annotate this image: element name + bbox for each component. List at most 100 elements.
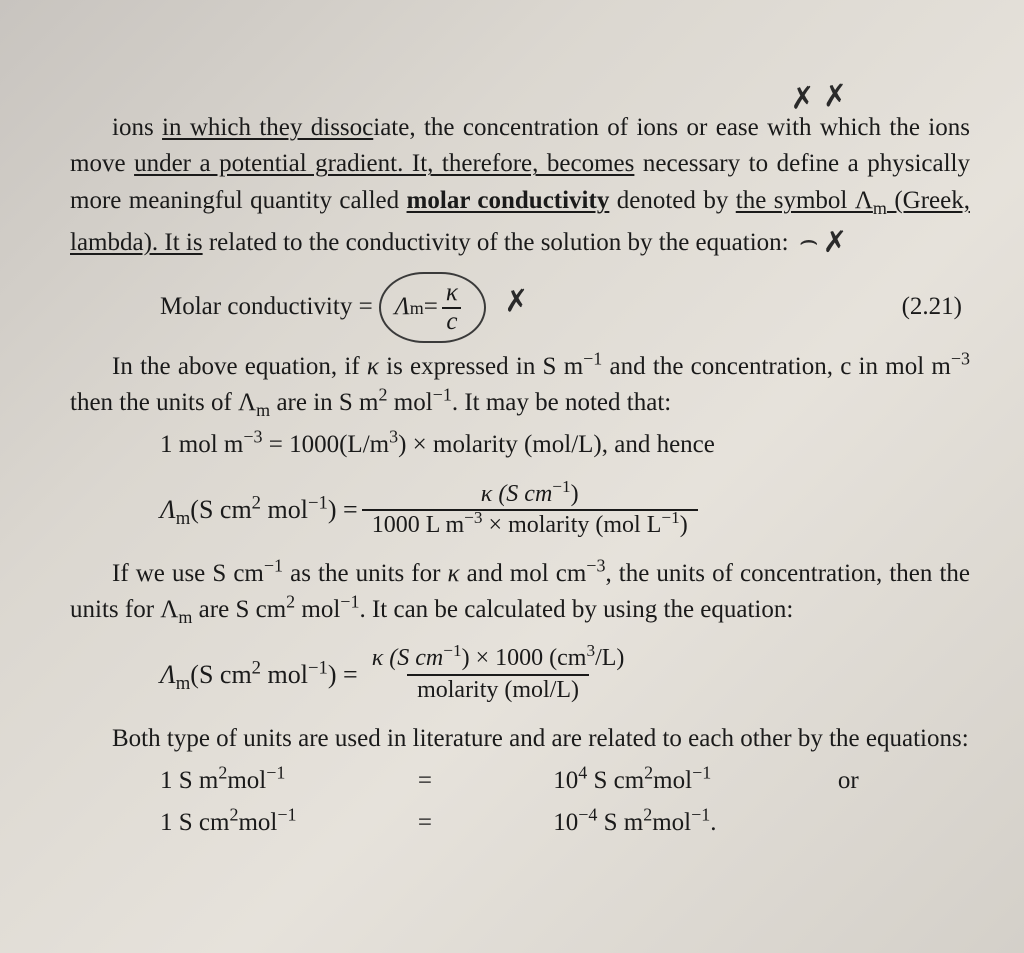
page-content: ions in which they dissociate, the conce… xyxy=(70,110,970,842)
paragraph-2: In the above equation, if κ is expressed… xyxy=(70,349,970,422)
term-molar-conductivity: molar conductivity xyxy=(407,187,610,214)
text: mol xyxy=(238,809,277,836)
superscript: 4 xyxy=(578,763,587,783)
text: mol xyxy=(652,809,691,836)
denominator: c xyxy=(442,307,461,335)
superscript: −3 xyxy=(951,348,970,368)
superscript: 2 xyxy=(252,492,261,513)
text: mol xyxy=(653,767,692,794)
superscript: 2 xyxy=(286,592,295,612)
unit-rhs: 104 S cm2mol−1 xyxy=(553,763,828,799)
text: is expressed in S m xyxy=(379,353,583,380)
text: κ (S cm xyxy=(481,481,553,507)
text: and mol cm xyxy=(460,560,587,587)
text: ions xyxy=(112,114,162,141)
text: 1 S cm xyxy=(160,809,229,836)
subscript: m xyxy=(256,400,270,420)
lambda-symbol: Λ xyxy=(160,495,176,524)
unit-lhs: 1 S cm2mol−1 xyxy=(160,805,408,841)
lambda-symbol: Λ xyxy=(160,660,176,689)
underlined-text: under a potential gradient. It, therefor… xyxy=(134,150,634,177)
unit-lhs: 1 S m2mol−1 xyxy=(160,763,408,799)
superscript: −1 xyxy=(691,805,710,825)
text: κ (S cm xyxy=(372,645,444,671)
superscript: −3 xyxy=(243,427,262,447)
superscript: 3 xyxy=(389,427,398,447)
text: related to the conductivity of the solut… xyxy=(203,229,789,256)
intro-paragraph: ions in which they dissociate, the conce… xyxy=(70,110,970,262)
subscript: m xyxy=(873,198,887,218)
text: the symbol Λ xyxy=(736,187,873,214)
unit-conversion-block: 1 S m2mol−1 = 104 S cm2mol−1 or 1 S cm2m… xyxy=(160,763,970,842)
subscript: m xyxy=(178,607,192,627)
text: then the units of Λ xyxy=(70,389,256,416)
equals: = xyxy=(418,805,543,841)
unit-note-line: 1 mol m−3 = 1000(L/m3) × molarity (mol/L… xyxy=(160,427,970,463)
text: . xyxy=(710,809,716,836)
equation-lambda-units-2: Λm(S cm2 mol−1) = κ (S cm−1) × 1000 (cm3… xyxy=(160,644,970,704)
subscript: m xyxy=(176,673,191,694)
equals: = xyxy=(418,763,543,799)
superscript: 2 xyxy=(644,763,653,783)
kappa-symbol: κ xyxy=(367,353,379,380)
text: S cm xyxy=(587,767,644,794)
text: ) = xyxy=(328,495,358,524)
superscript: −1 xyxy=(583,348,602,368)
superscript: −3 xyxy=(464,508,482,527)
numerator: κ (S cm−1) xyxy=(471,480,589,509)
fraction: κ c xyxy=(442,280,462,335)
superscript: −1 xyxy=(661,508,679,527)
text: S m xyxy=(597,809,643,836)
equals: = xyxy=(424,289,438,325)
text: ) = xyxy=(328,660,358,689)
text: 1 S m xyxy=(160,767,218,794)
paragraph-4: Both type of units are used in literatur… xyxy=(70,721,970,757)
paragraph-3: If we use S cm−1 as the units for κ and … xyxy=(70,556,970,629)
text: In the above equation, if xyxy=(112,353,367,380)
superscript: −1 xyxy=(692,763,711,783)
text: /L) xyxy=(595,645,624,671)
superscript: −1 xyxy=(552,477,570,496)
equation-lambda-units-1: Λm(S cm2 mol−1) = κ (S cm−1) 1000 L m−3 … xyxy=(160,480,970,540)
text: mol xyxy=(295,596,340,623)
unit-rhs: 10−4 S m2mol−1. xyxy=(553,805,828,841)
superscript: −1 xyxy=(443,641,461,660)
text: are in S m xyxy=(270,389,378,416)
text: × molarity (mol L xyxy=(483,512,662,538)
text: denoted by xyxy=(609,187,735,214)
text: . It can be calculated by using the equa… xyxy=(359,596,793,623)
superscript: −3 xyxy=(586,556,605,576)
pen-scribble: ✗ xyxy=(502,279,530,324)
text: mol xyxy=(227,767,266,794)
superscript: −1 xyxy=(308,657,328,678)
text: If we use S cm xyxy=(112,560,264,587)
text: 1000 L m xyxy=(372,512,464,538)
superscript: −1 xyxy=(266,763,285,783)
equation-label: Molar conductivity = xyxy=(160,289,373,325)
lambda-symbol: Λ xyxy=(395,289,410,325)
lhs: Λm(S cm2 mol−1) = xyxy=(160,656,358,694)
denominator: molarity (mol/L) xyxy=(407,674,589,705)
superscript: −1 xyxy=(264,556,283,576)
equation-body: Λm = κ c xyxy=(379,272,486,343)
kappa-symbol: κ xyxy=(448,560,460,587)
or-text: or xyxy=(838,763,970,799)
circled-equation: Λm = κ c xyxy=(379,272,486,343)
text: as the units for xyxy=(283,560,448,587)
text: mol xyxy=(388,389,433,416)
denominator: 1000 L m−3 × molarity (mol L−1) xyxy=(362,509,698,540)
text: . It may be noted that: xyxy=(452,389,671,416)
superscript: 2 xyxy=(218,763,227,783)
superscript: −1 xyxy=(277,805,296,825)
text: ) × 1000 (cm xyxy=(462,645,587,671)
text: and the concentration, c in mol m xyxy=(602,353,951,380)
fraction: κ (S cm−1) × 1000 (cm3/L) molarity (mol/… xyxy=(362,644,635,704)
text: mol xyxy=(261,495,308,524)
equation-2-21: Molar conductivity = Λm = κ c ✗ (2.21) xyxy=(70,272,970,343)
numerator: κ (S cm−1) × 1000 (cm3/L) xyxy=(362,644,635,673)
text: 1 mol m xyxy=(160,431,243,458)
superscript: 2 xyxy=(379,385,388,405)
text: 10 xyxy=(553,767,578,794)
subscript: m xyxy=(176,508,191,529)
text: 10 xyxy=(553,809,578,836)
